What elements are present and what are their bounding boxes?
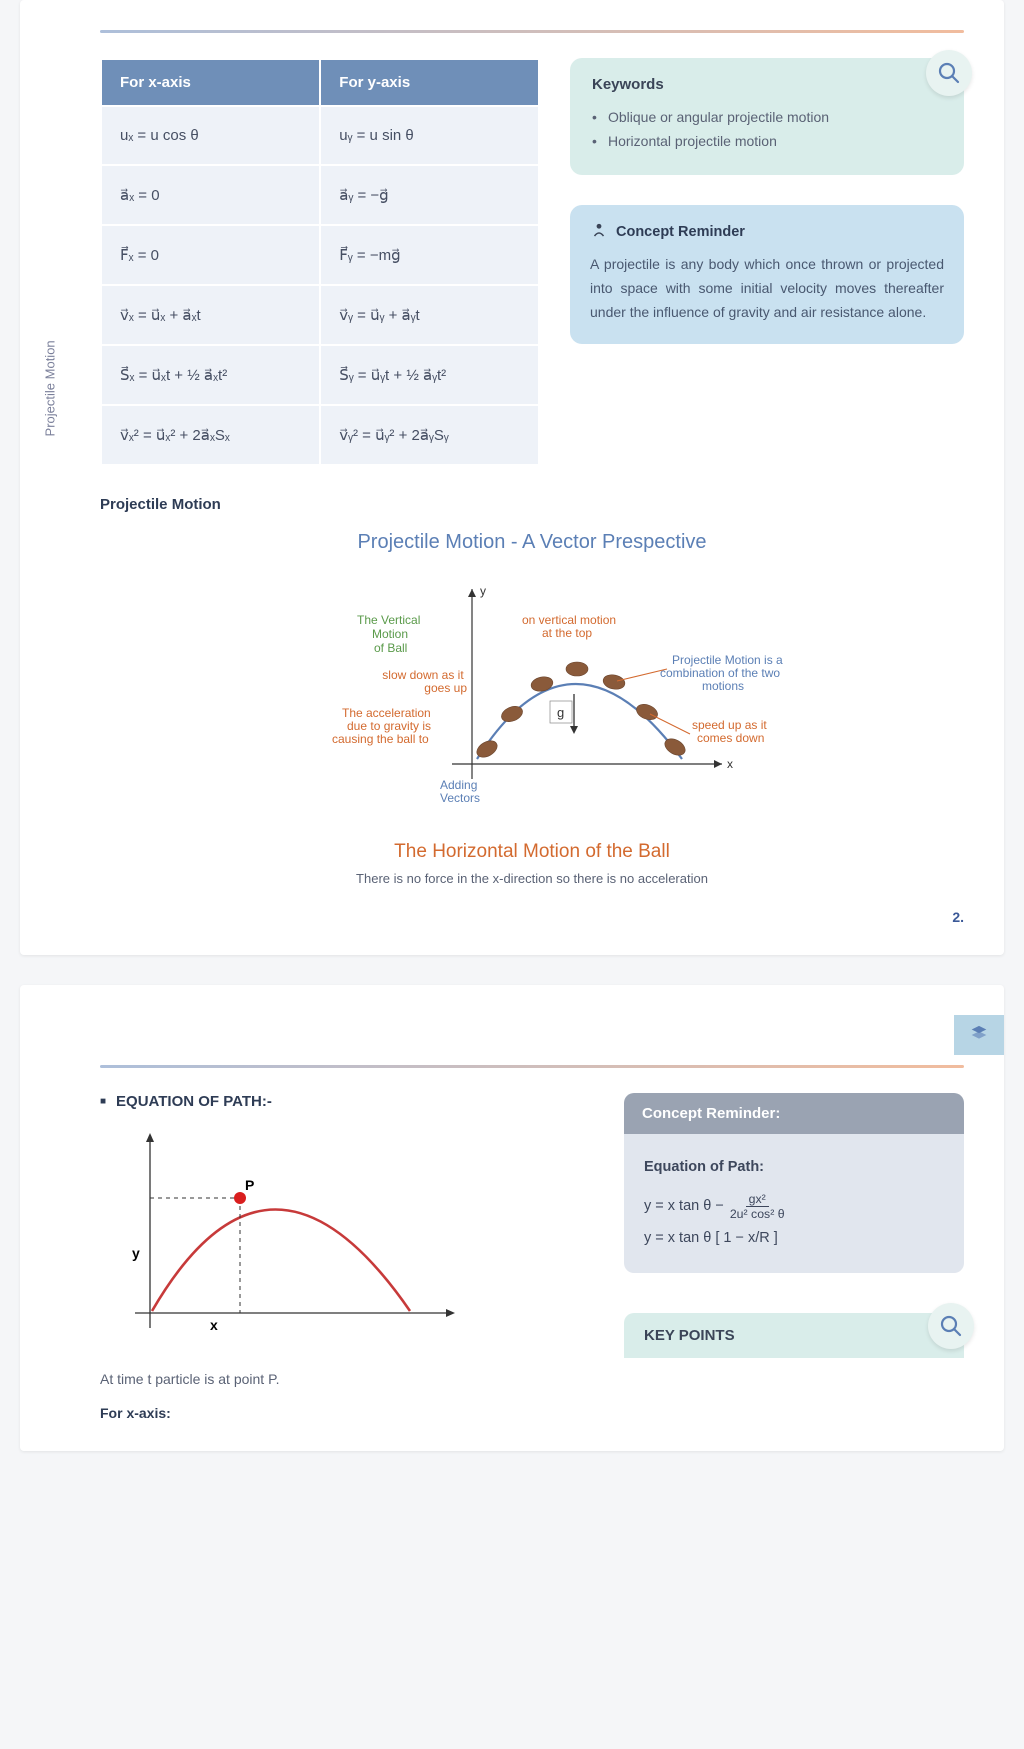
rhs-column: Keywords Oblique or angular projectile m… bbox=[570, 58, 964, 344]
table-row: uₓ = u cos θuᵧ = u sin θ bbox=[102, 107, 538, 164]
side-label: Projectile Motion bbox=[43, 341, 58, 437]
section-title: Projectile Motion bbox=[100, 496, 964, 513]
page2-right: Concept Reminder: Equation of Path: y = … bbox=[624, 1093, 964, 1359]
table-row: S⃗ₓ = u⃗ₓt + ½ a⃗ₓt²S⃗ᵧ = u⃗ᵧt + ½ a⃗ᵧt² bbox=[102, 346, 538, 404]
keywords-card: Keywords Oblique or angular projectile m… bbox=[570, 58, 964, 175]
page-2: EQUATION OF PATH:- P y x At time t parti… bbox=[20, 985, 1004, 1451]
page-number: 2. bbox=[100, 909, 964, 925]
concept-title: Concept Reminder bbox=[590, 221, 944, 243]
page-1: Projectile Motion For x-axis For y-axis … bbox=[20, 0, 1004, 955]
concept-reminder-card: Concept Reminder A projectile is any bod… bbox=[570, 205, 964, 344]
diagram-subtitle: The Horizontal Motion of the Ball bbox=[100, 841, 964, 863]
label-speed-up: speed up as it comes down bbox=[692, 718, 770, 745]
cell: v⃗ᵧ² = u⃗ᵧ² + 2a⃗ᵧSᵧ bbox=[321, 406, 538, 464]
cell: v⃗ᵧ = u⃗ᵧ + a⃗ᵧt bbox=[321, 286, 538, 344]
svg-text:x: x bbox=[727, 757, 733, 771]
diagram-note: There is no force in the x-direction so … bbox=[100, 869, 964, 889]
equation-2: y = x tan θ [ 1 − x/R ] bbox=[644, 1223, 944, 1255]
col-header-y: For y-axis bbox=[321, 60, 538, 105]
svg-text:x: x bbox=[210, 1317, 218, 1333]
label-combination: Projectile Motion is a combination of th… bbox=[660, 653, 786, 693]
cell: uᵧ = u sin θ bbox=[321, 107, 538, 164]
svg-text:y: y bbox=[132, 1245, 140, 1261]
cell: v⃗ₓ² = u⃗ₓ² + 2a⃗ₓSₓ bbox=[102, 406, 319, 464]
cell: a⃗ₓ = 0 bbox=[102, 166, 319, 224]
top-rule bbox=[100, 1065, 964, 1068]
equation-title: Equation of Path: bbox=[644, 1152, 944, 1184]
equations-table: For x-axis For y-axis uₓ = u cos θuᵧ = u… bbox=[100, 58, 540, 466]
cell: S⃗ₓ = u⃗ₓt + ½ a⃗ₓt² bbox=[102, 346, 319, 404]
cell: uₓ = u cos θ bbox=[102, 107, 319, 164]
keyword-item: Oblique or angular projectile motion bbox=[592, 105, 944, 129]
projectile-diagram: y x g The Vertical bbox=[100, 569, 964, 829]
path-graph: P y x bbox=[110, 1128, 584, 1353]
col-header-x: For x-axis bbox=[102, 60, 319, 105]
keyword-item: Horizontal projectile motion bbox=[592, 129, 944, 153]
top-rule bbox=[100, 30, 964, 33]
cell: S⃗ᵧ = u⃗ᵧt + ½ a⃗ᵧt² bbox=[321, 346, 538, 404]
page2-row: EQUATION OF PATH:- P y x At time t parti… bbox=[100, 1093, 964, 1421]
table-row: F⃗ₓ = 0F⃗ᵧ = −mg⃗ bbox=[102, 226, 538, 284]
table-header-row: For x-axis For y-axis bbox=[102, 60, 538, 105]
top-row: For x-axis For y-axis uₓ = u cos θuᵧ = u… bbox=[100, 58, 964, 466]
label-on-vertical: on vertical motion at the top bbox=[522, 613, 619, 640]
concept-body: A projectile is any body which once thro… bbox=[590, 253, 944, 324]
label-vertical-motion: The Vertical Motion of Ball bbox=[357, 613, 424, 655]
concept2-body: Equation of Path: y = x tan θ − gx²2u² c… bbox=[624, 1134, 964, 1274]
bookmark-icon bbox=[954, 1015, 1004, 1055]
svg-text:y: y bbox=[480, 584, 486, 598]
table-row: v⃗ₓ = u⃗ₓ + a⃗ₓtv⃗ᵧ = u⃗ᵧ + a⃗ᵧt bbox=[102, 286, 538, 344]
key-points-card: KEY POINTS bbox=[624, 1313, 964, 1358]
graph-note: At time t particle is at point P. bbox=[100, 1371, 584, 1387]
keywords-title: Keywords bbox=[592, 76, 944, 93]
person-icon bbox=[590, 221, 608, 243]
cell: F⃗ₓ = 0 bbox=[102, 226, 319, 284]
magnify-icon bbox=[928, 1303, 974, 1349]
svg-text:P: P bbox=[245, 1177, 254, 1193]
cell: F⃗ᵧ = −mg⃗ bbox=[321, 226, 538, 284]
magnify-icon bbox=[926, 50, 972, 96]
svg-text:g: g bbox=[557, 705, 564, 720]
table-row: a⃗ₓ = 0a⃗ᵧ = −g⃗ bbox=[102, 166, 538, 224]
label-slow-down: slow down as it goes up bbox=[382, 668, 467, 695]
label-acceleration: The acceleration due to gravity is causi… bbox=[332, 706, 434, 746]
table-row: v⃗ₓ² = u⃗ₓ² + 2a⃗ₓSₓv⃗ᵧ² = u⃗ᵧ² + 2a⃗ᵧSᵧ bbox=[102, 406, 538, 464]
page2-left: EQUATION OF PATH:- P y x At time t parti… bbox=[100, 1093, 584, 1421]
concept2-header: Concept Reminder: bbox=[624, 1093, 964, 1134]
cell: v⃗ₓ = u⃗ₓ + a⃗ₓt bbox=[102, 286, 319, 344]
cell: a⃗ᵧ = −g⃗ bbox=[321, 166, 538, 224]
for-x-axis-heading: For x-axis: bbox=[100, 1405, 584, 1421]
label-adding: Adding Vectors bbox=[440, 778, 481, 805]
equation-of-path-heading: EQUATION OF PATH:- bbox=[100, 1093, 584, 1110]
diagram-title: Projectile Motion - A Vector Prespective bbox=[100, 531, 964, 554]
equation-1: y = x tan θ − gx²2u² cos² θ bbox=[644, 1191, 944, 1223]
